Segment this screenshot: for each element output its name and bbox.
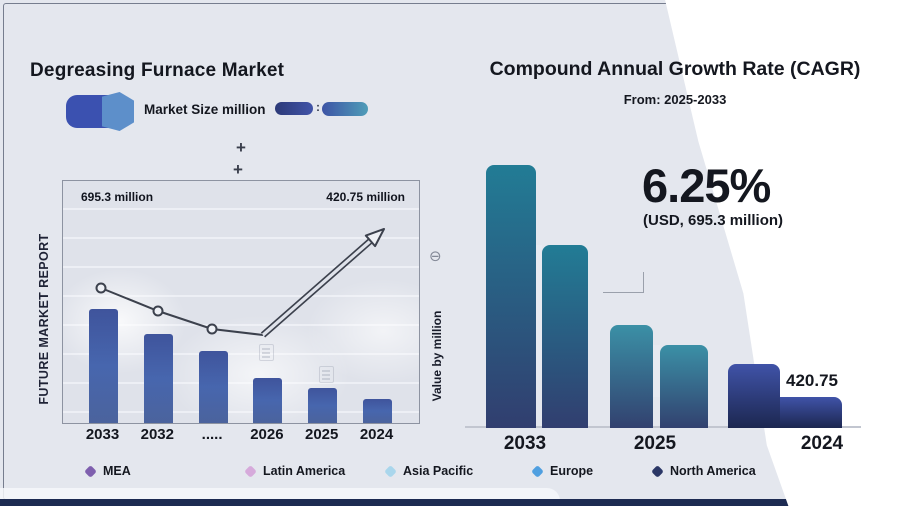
legend-label: North America bbox=[670, 464, 756, 478]
chart-label-left: 695.3 million bbox=[81, 190, 154, 204]
market-bar-2032 bbox=[143, 334, 173, 423]
legend-marker-icon bbox=[84, 464, 97, 478]
value-annotation: 420.75 bbox=[786, 371, 838, 390]
pill-dark-icon bbox=[275, 102, 313, 115]
right-chart-x-axis: 2033 2025 2024 bbox=[465, 433, 865, 457]
x-tick-label: ..... bbox=[201, 426, 223, 443]
page-title: Degreasing Furnace Market bbox=[30, 60, 285, 81]
chart-label-right: 420.75 million bbox=[326, 190, 405, 204]
market-bar-2024 bbox=[363, 399, 392, 423]
legend-marker-icon bbox=[384, 464, 397, 478]
market-bar-2025 bbox=[308, 388, 338, 423]
value-axis-label: Value by million bbox=[430, 310, 444, 402]
plus-mark-icon: + bbox=[236, 138, 246, 157]
cagr-bar-2024-2 bbox=[780, 397, 842, 428]
bar-gap bbox=[653, 345, 660, 397]
cagr-bar-2024-1 bbox=[728, 364, 780, 428]
market-bar-2033 bbox=[89, 309, 118, 423]
legend-label: MEA bbox=[103, 464, 131, 478]
legend-item-asia-pacific: Asia Pacific bbox=[384, 464, 474, 478]
x-tick-label: 2024 bbox=[800, 433, 844, 454]
clipboard-watermark-icon bbox=[259, 344, 274, 361]
market-size-chart-panel: 695.3 million 420.75 million bbox=[62, 180, 420, 424]
plus-mark-icon: + bbox=[233, 160, 243, 179]
pill-teal-icon bbox=[322, 102, 368, 116]
x-tick-label: 2024 bbox=[359, 426, 394, 443]
cagr-bar-2033-2 bbox=[542, 245, 588, 428]
cagr-note: (USD, 695.3 million) bbox=[643, 212, 784, 229]
legend-label: Europe bbox=[550, 464, 594, 478]
x-tick-label: 2033 bbox=[503, 433, 547, 454]
cagr-bar-2033-1 bbox=[486, 165, 536, 428]
pill-colon: : bbox=[316, 100, 320, 114]
market-size-label: Market Size million bbox=[144, 102, 266, 117]
x-tick-label: 2025 bbox=[633, 433, 677, 454]
legend-marker-icon bbox=[651, 464, 664, 478]
cagr-bar-2025-1 bbox=[610, 325, 653, 428]
legend-label: Asia Pacific bbox=[403, 464, 474, 478]
cagr-title: Compound Annual Growth Rate (CAGR) bbox=[489, 58, 861, 80]
cagr-value: 6.25% bbox=[642, 159, 771, 212]
cagr-subtitle: From: 2025-2033 bbox=[623, 92, 727, 107]
legend-item-north-america: North America bbox=[651, 464, 756, 478]
market-bar-..... bbox=[198, 351, 228, 423]
legend-label: Latin America bbox=[263, 464, 346, 478]
x-tick-label: 2025 bbox=[305, 426, 339, 443]
clipboard-watermark-icon bbox=[319, 366, 334, 383]
x-tick-label: 2026 bbox=[250, 426, 284, 443]
legend-marker-icon bbox=[244, 464, 257, 478]
cylinder-cap-icon bbox=[102, 92, 134, 131]
cagr-bar-2025-2 bbox=[660, 345, 708, 428]
left-chart-x-axis: 2033 2032..... 2026 2025 2024 bbox=[62, 426, 420, 446]
legend-item-latin-america: Latin America bbox=[244, 464, 346, 478]
x-tick-label: 2032 bbox=[140, 426, 174, 443]
trend-arrow-graphic bbox=[95, 228, 385, 338]
cagr-header: Compound Annual Growth Rate (CAGR) From:… bbox=[455, 58, 895, 107]
future-market-report-watermark: FUTURE MARKET REPORT bbox=[37, 233, 51, 405]
region-legend: MEA Latin America Asia Pacific Europe North … bbox=[0, 464, 900, 486]
x-tick-label: 2033 bbox=[85, 426, 120, 443]
legend-marker-icon bbox=[531, 464, 544, 478]
circled-minus-icon: ⊖ bbox=[429, 248, 442, 265]
callout-bracket bbox=[603, 272, 644, 293]
cagr-bar-chart bbox=[465, 160, 865, 428]
market-bar-2026 bbox=[253, 378, 283, 423]
bar-gap bbox=[536, 245, 542, 380]
bottom-curve-decoration bbox=[0, 488, 560, 501]
legend-item-europe: Europe bbox=[531, 464, 594, 478]
bottom-accent-bar bbox=[0, 499, 900, 506]
legend-item-mea: MEA bbox=[84, 464, 131, 478]
